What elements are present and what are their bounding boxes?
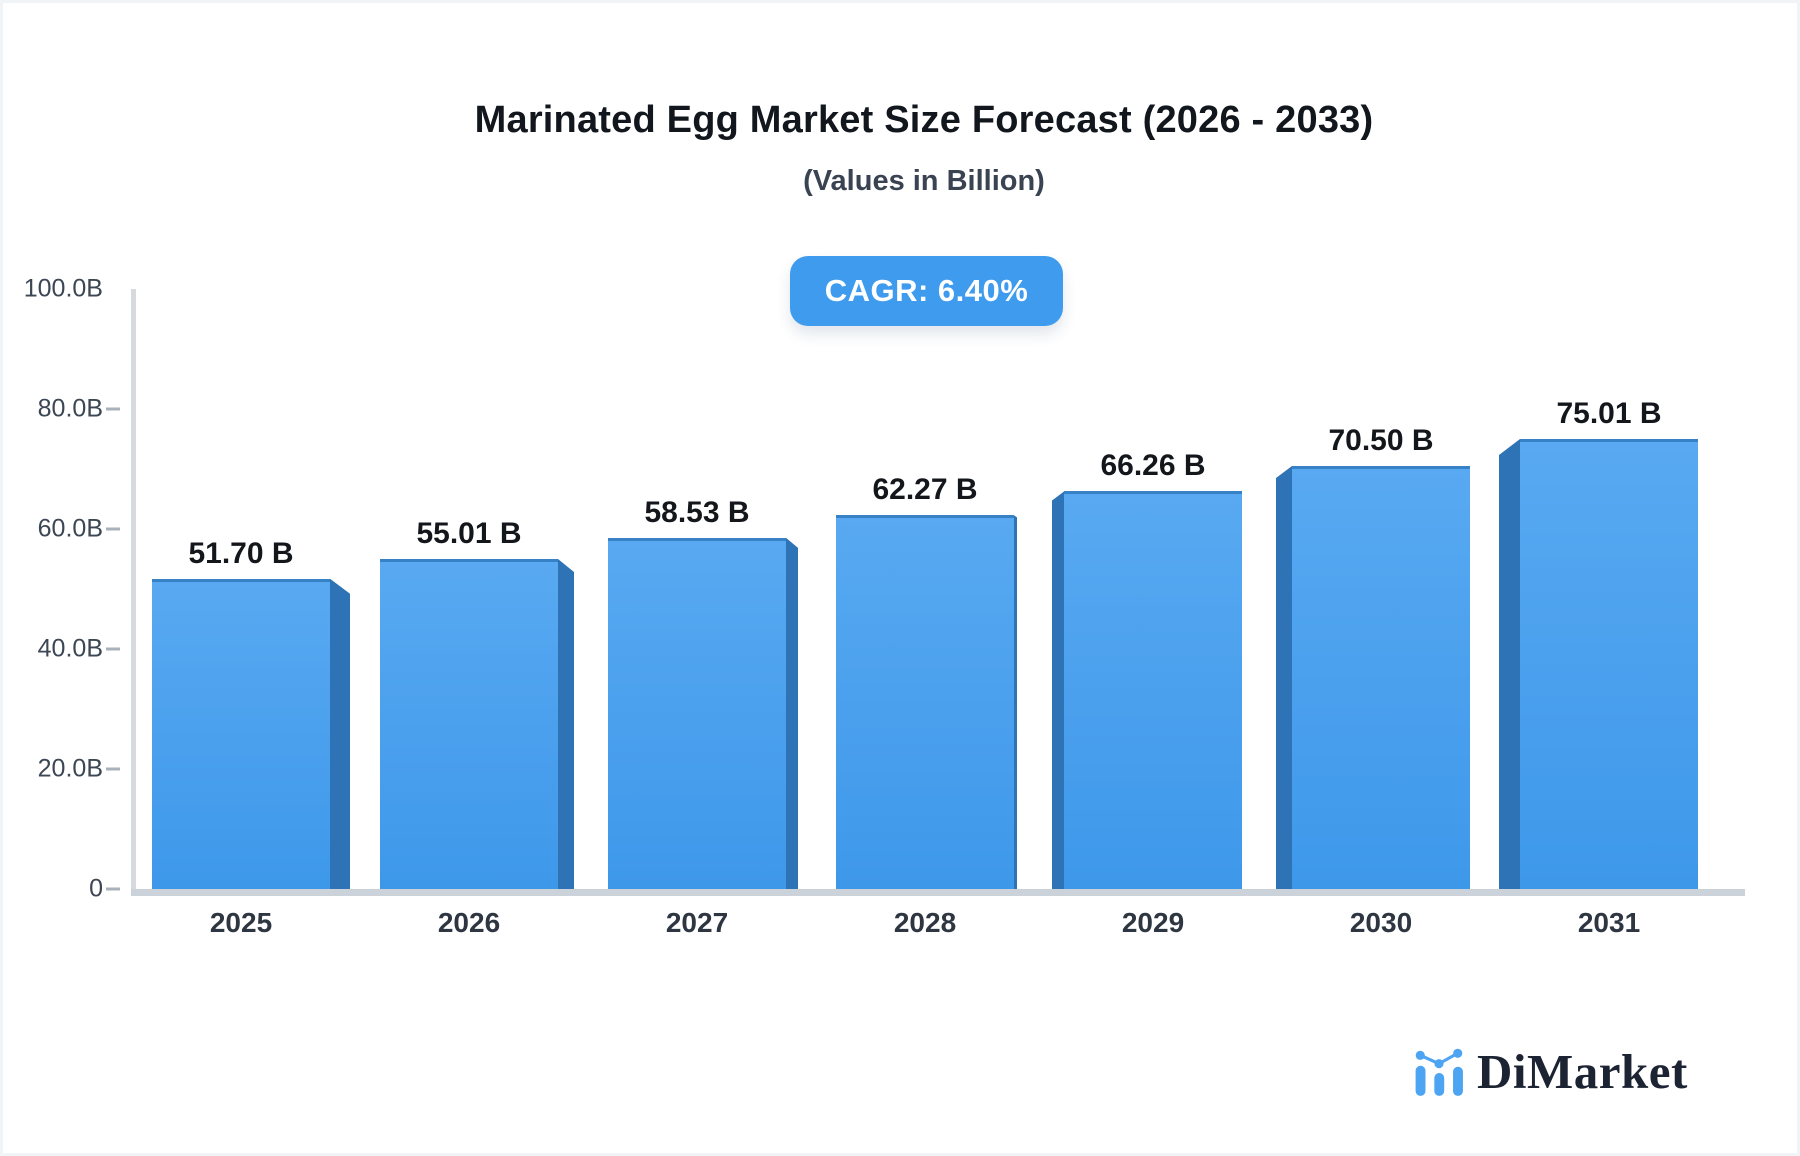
bar-side-face xyxy=(330,578,350,889)
brand-logo: DiMarket xyxy=(1413,1043,1688,1100)
bar-2029 xyxy=(1064,491,1242,889)
y-axis-tick-label: 80.0B xyxy=(37,394,103,423)
y-axis-tick-mark xyxy=(106,887,120,891)
y-axis-tick-label: 0 xyxy=(89,874,103,903)
bar-value-label: 66.26 B xyxy=(1100,449,1206,483)
bar-2027 xyxy=(608,537,786,889)
bar-value-label: 75.01 B xyxy=(1556,396,1662,430)
y-axis-tick-label: 60.0B xyxy=(37,514,103,543)
y-axis-tick-label: 20.0B xyxy=(37,754,103,783)
x-axis-category-label: 2029 xyxy=(1121,907,1185,938)
chart-subtitle: (Values in Billion) xyxy=(803,165,1045,197)
bar-value-label: 58.53 B xyxy=(644,495,750,529)
x-axis-category-label: 2025 xyxy=(209,907,273,938)
bar-2025 xyxy=(152,578,330,889)
x-axis-category-label: 2031 xyxy=(1577,907,1641,938)
bar-side-face xyxy=(1276,466,1292,889)
x-axis-category-label: 2030 xyxy=(1349,907,1413,938)
cagr-badge: CAGR: 6.40% xyxy=(790,256,1063,326)
bar-side-face xyxy=(558,558,574,889)
bar-value-label: 70.50 B xyxy=(1328,424,1434,457)
bar-side-face xyxy=(1052,491,1064,889)
y-axis-tick-mark xyxy=(106,407,120,411)
y-axis-tick-mark xyxy=(106,527,120,531)
bar-side-face xyxy=(786,537,798,889)
x-axis-line xyxy=(131,889,1745,896)
bar-2026 xyxy=(380,558,558,889)
brand-logo-text: DiMarket xyxy=(1477,1044,1688,1099)
x-axis-category-label: 2026 xyxy=(437,907,501,938)
bar-side-face xyxy=(1499,438,1520,889)
cagr-badge-label: CAGR: 6.40% xyxy=(824,273,1029,308)
bar-2028 xyxy=(836,515,1014,889)
y-axis-tick-mark xyxy=(106,647,120,651)
y-axis-tick-label: 100.0B xyxy=(23,274,103,303)
x-axis-category-label: 2027 xyxy=(665,907,729,938)
bar-value-label: 55.01 B xyxy=(416,516,522,550)
bar-side-face xyxy=(1014,515,1017,889)
bar-value-label: 51.70 B xyxy=(188,536,294,570)
y-axis-tick-label: 40.0B xyxy=(37,634,103,663)
chart-title: Marinated Egg Market Size Forecast (2026… xyxy=(474,99,1374,141)
bar-value-label: 62.27 B xyxy=(872,473,978,507)
y-axis-tick-mark xyxy=(106,767,120,771)
bar-chart-trend-icon xyxy=(1415,1048,1463,1096)
x-axis-category-label: 2028 xyxy=(893,907,957,938)
bar-2031 xyxy=(1520,438,1698,889)
y-axis-line xyxy=(131,289,136,896)
bar-2030 xyxy=(1292,466,1470,889)
